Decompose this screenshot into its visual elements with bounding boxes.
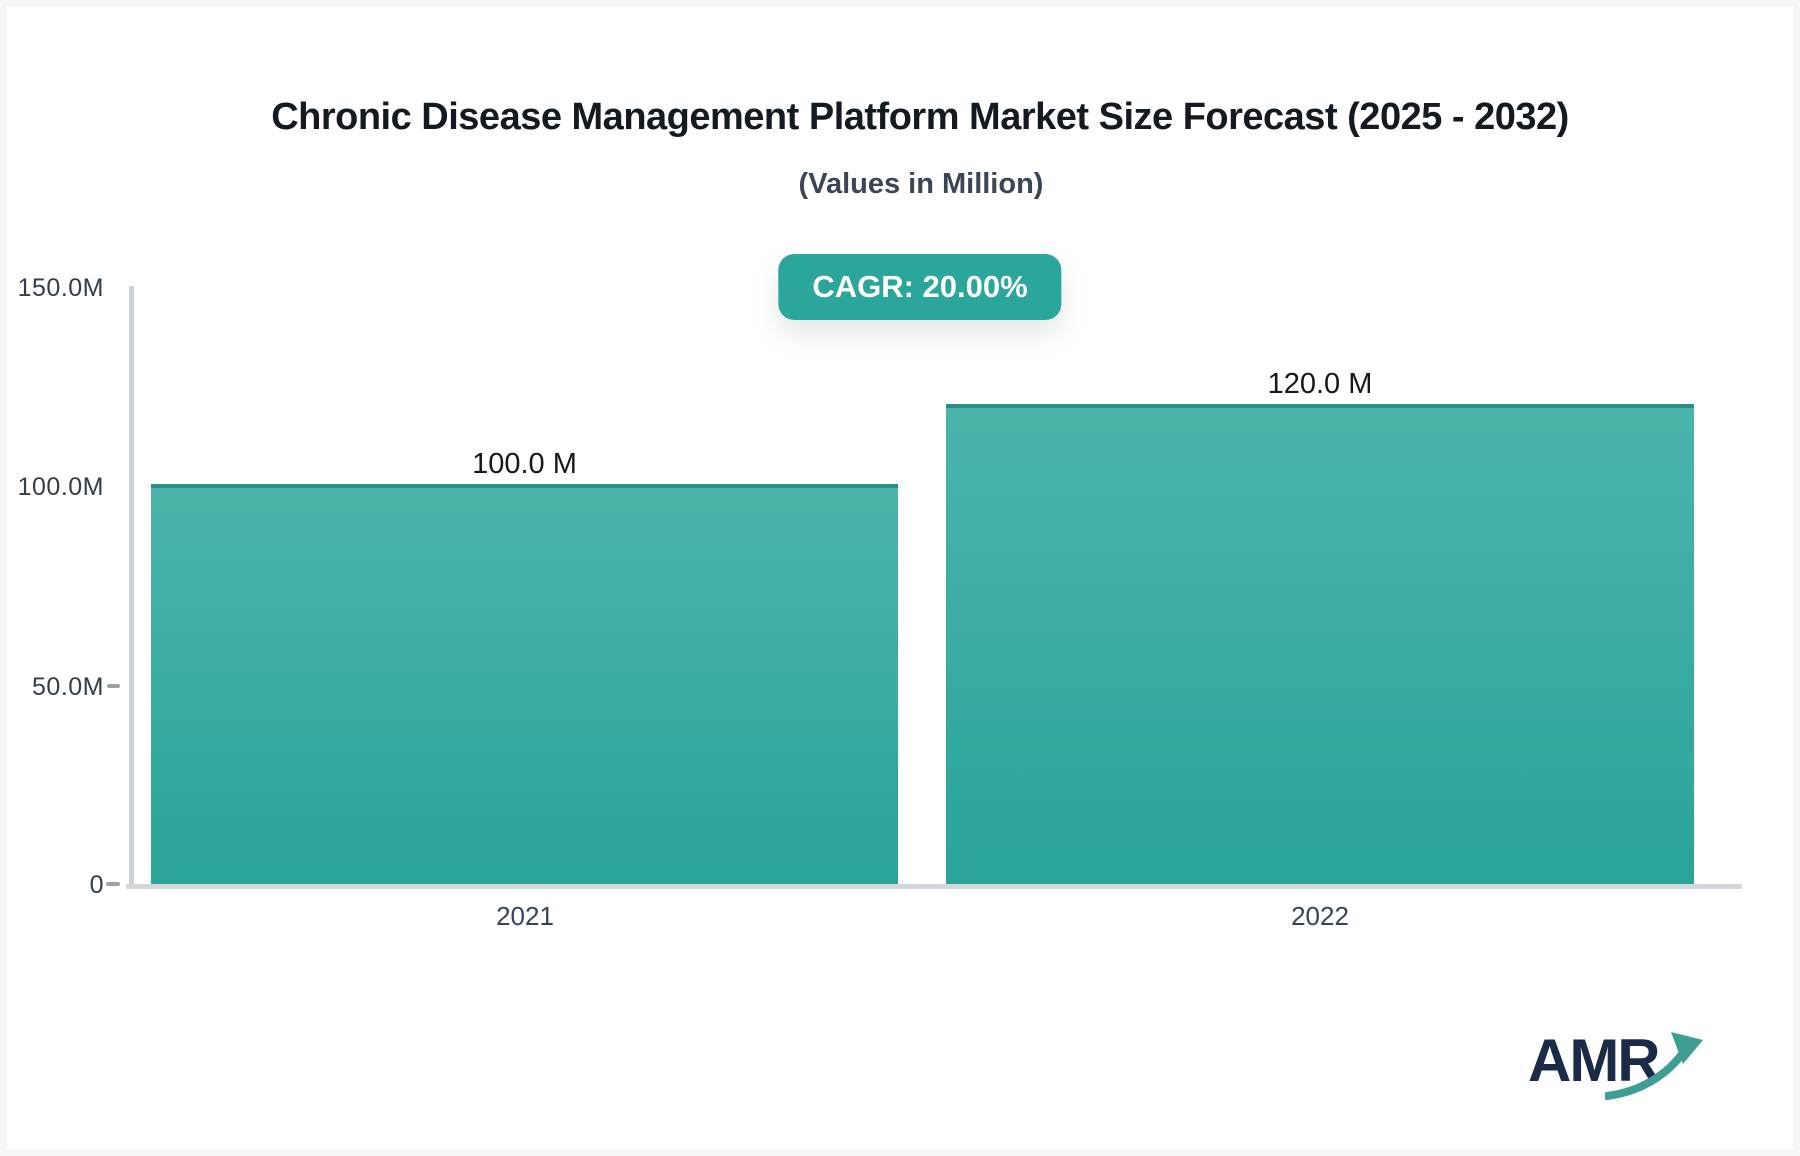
x-tick-label-2021: 2021 xyxy=(496,901,554,931)
bar-2021: 100.0 M xyxy=(151,448,898,884)
chart-title: Chronic Disease Management Platform Mark… xyxy=(271,96,1569,138)
growth-arrow-icon xyxy=(1603,1030,1705,1107)
y-tick-label: 100.0M xyxy=(17,473,104,501)
bar-value-label: 100.0 M xyxy=(472,448,577,480)
amr-logo-text: AMR xyxy=(1528,1027,1661,1094)
bar-2022: 120.0 M xyxy=(946,368,1694,884)
y-tick-label: 50.0M xyxy=(32,673,104,701)
y-axis-line xyxy=(129,286,134,884)
chart-subtitle: (Values in Million) xyxy=(798,168,1044,200)
x-axis-line xyxy=(126,884,1742,889)
bar-value-label: 120.0 M xyxy=(1267,368,1373,400)
y-tick-label: 150.0M xyxy=(17,274,104,302)
cagr-badge: CAGR: 20.00% xyxy=(778,254,1062,320)
y-tick-mark xyxy=(106,882,120,886)
y-tick-mark xyxy=(107,684,120,688)
x-tick-label-2022: 2022 xyxy=(1291,901,1349,931)
amr-logo: AMR xyxy=(1528,1030,1708,1110)
y-tick-label: 0 xyxy=(89,871,104,899)
